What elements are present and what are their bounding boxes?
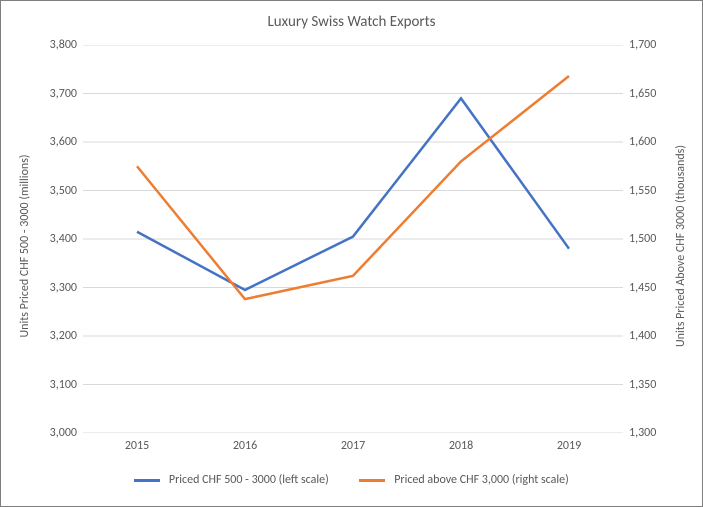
y-axis-right-label: Units Priced Above CHF 3000 (thousands) [674, 126, 688, 366]
ytick-right: 1,550 [623, 184, 656, 198]
legend-item-s1: Priced CHF 500 - 3000 (left scale) [134, 473, 329, 487]
ytick-right: 1,450 [623, 281, 656, 295]
ytick-left: 3,700 [50, 87, 83, 101]
ytick-left: 3,200 [50, 329, 83, 343]
legend-item-s2: Priced above CHF 3,000 (right scale) [359, 473, 568, 487]
chart-title: Luxury Swiss Watch Exports [1, 13, 702, 31]
ytick-right: 1,600 [623, 135, 656, 149]
ytick-left: 3,100 [50, 378, 83, 392]
legend: Priced CHF 500 - 3000 (left scale) Price… [1, 473, 702, 487]
ytick-right: 1,650 [623, 87, 656, 101]
ytick-left: 3,500 [50, 184, 83, 198]
xtick: 2017 [341, 433, 365, 453]
plot-svg [83, 45, 623, 433]
ytick-right: 1,500 [623, 232, 656, 246]
xtick: 2015 [125, 433, 149, 453]
xtick: 2018 [449, 433, 473, 453]
ytick-left: 3,300 [50, 281, 83, 295]
ytick-left: 3,600 [50, 135, 83, 149]
xtick: 2016 [233, 433, 257, 453]
ytick-right: 1,350 [623, 378, 656, 392]
xtick: 2019 [557, 433, 581, 453]
ytick-right: 1,400 [623, 329, 656, 343]
legend-label-s1: Priced CHF 500 - 3000 (left scale) [169, 473, 329, 487]
chart-frame: Luxury Swiss Watch Exports Units Priced … [0, 0, 703, 507]
plot-area: 3,0003,1003,2003,3003,4003,5003,6003,700… [83, 45, 623, 433]
legend-swatch-s2 [359, 479, 385, 482]
legend-swatch-s1 [134, 479, 160, 482]
ytick-right: 1,300 [623, 426, 656, 440]
ytick-left: 3,000 [50, 426, 83, 440]
y-axis-left-label: Units Priced CHF 500 - 3000 (millions) [18, 126, 32, 366]
ytick-left: 3,800 [50, 38, 83, 52]
ytick-left: 3,400 [50, 232, 83, 246]
legend-label-s2: Priced above CHF 3,000 (right scale) [394, 473, 569, 487]
ytick-right: 1,700 [623, 38, 656, 52]
